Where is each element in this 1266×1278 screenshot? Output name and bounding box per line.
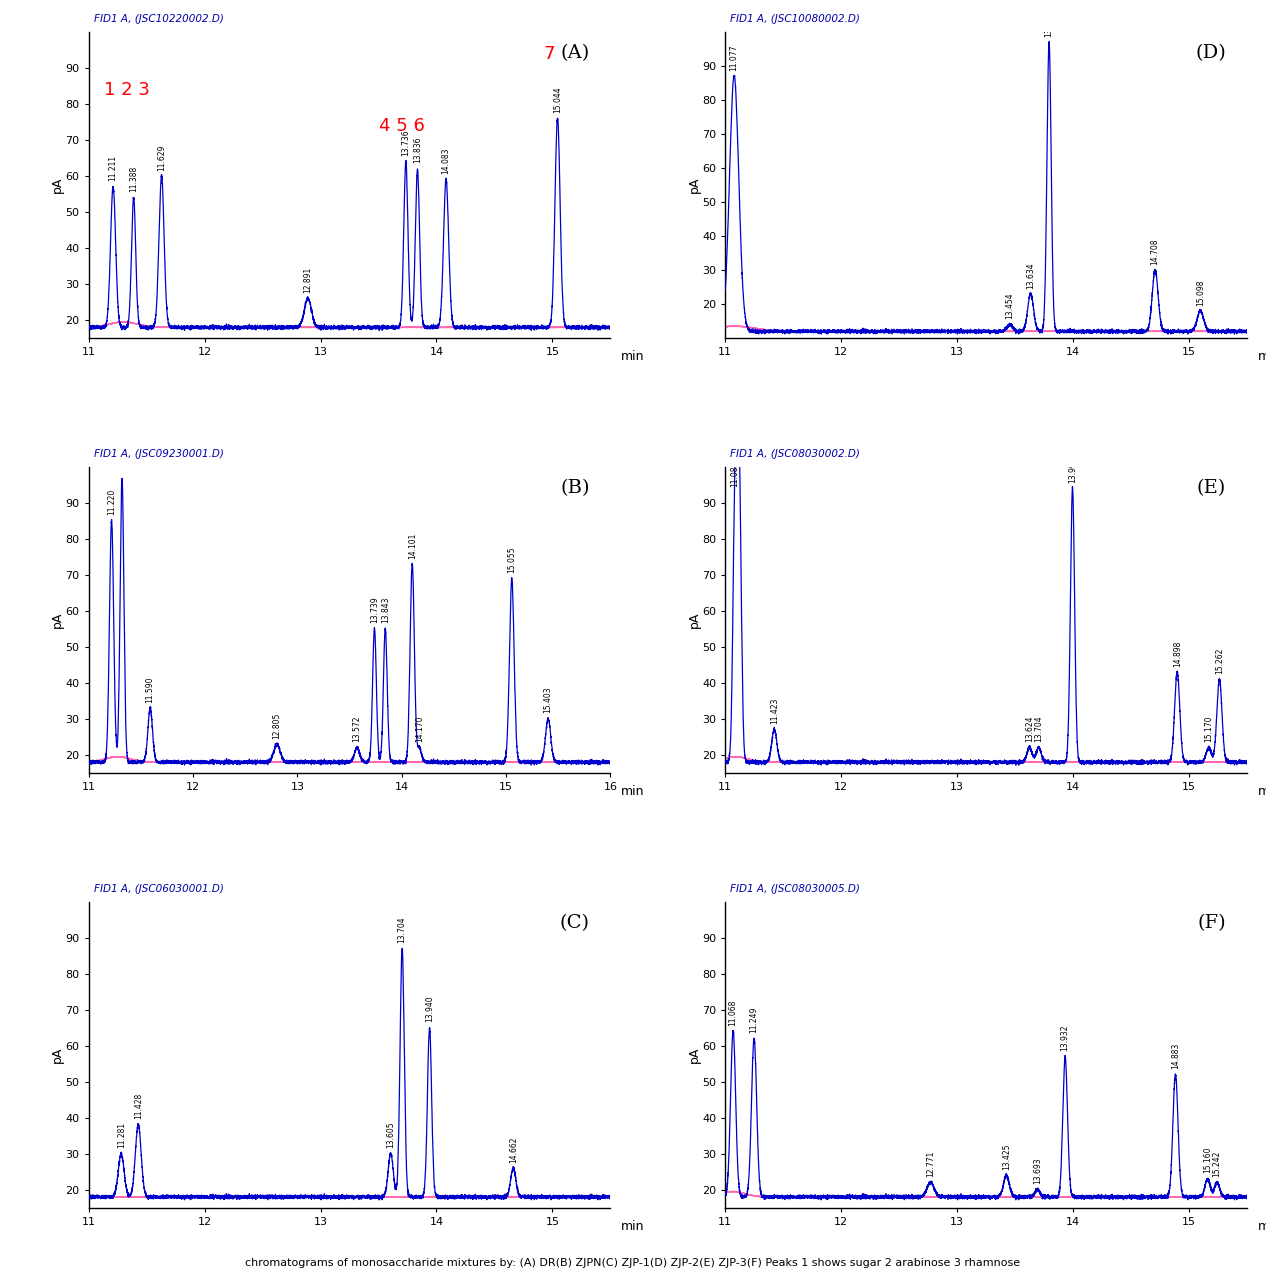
- Text: 4 5 6: 4 5 6: [379, 116, 424, 134]
- Text: 13.932: 13.932: [1061, 1025, 1070, 1051]
- Text: (A): (A): [561, 45, 590, 63]
- Text: 13.634: 13.634: [1027, 262, 1036, 289]
- Text: 13.836: 13.836: [413, 137, 422, 164]
- Text: 11.077: 11.077: [729, 45, 738, 72]
- Text: 7: 7: [543, 45, 555, 63]
- Text: 11.220: 11.220: [108, 489, 116, 515]
- Text: FID1 A, (JSC06030001.D): FID1 A, (JSC06030001.D): [94, 884, 224, 893]
- Y-axis label: pA: pA: [687, 176, 700, 193]
- Text: 11.590: 11.590: [146, 676, 154, 703]
- Text: 13.736: 13.736: [401, 129, 410, 156]
- Text: 12.771: 12.771: [925, 1150, 936, 1177]
- Text: min: min: [1257, 1220, 1266, 1233]
- Text: 11.249: 11.249: [749, 1007, 758, 1033]
- Text: 11.629: 11.629: [157, 144, 166, 171]
- Text: min: min: [620, 785, 644, 799]
- Text: 13.793: 13.793: [1044, 10, 1053, 37]
- Text: 13.940: 13.940: [425, 996, 434, 1022]
- Text: 15.403: 15.403: [543, 686, 553, 713]
- Text: 13.454: 13.454: [1005, 293, 1014, 320]
- Text: 14.662: 14.662: [509, 1136, 518, 1163]
- Text: 13.843: 13.843: [381, 597, 390, 624]
- Text: min: min: [1257, 785, 1266, 799]
- Text: (B): (B): [560, 479, 590, 497]
- Y-axis label: pA: pA: [51, 612, 65, 627]
- Text: chromatograms of monosaccharide mixtures by: (A) DR(B) ZJPN(C) ZJP-1(D) ZJP-2(E): chromatograms of monosaccharide mixtures…: [246, 1258, 1020, 1268]
- Text: 15.055: 15.055: [508, 547, 517, 573]
- Text: 1 2 3: 1 2 3: [104, 81, 149, 98]
- Text: 14.883: 14.883: [1171, 1043, 1180, 1068]
- Text: 15.170: 15.170: [1204, 716, 1213, 743]
- Text: 11.086: 11.086: [730, 460, 739, 487]
- Text: FID1 A, (JSC08030002.D): FID1 A, (JSC08030002.D): [730, 449, 861, 459]
- Text: 11.388: 11.388: [129, 166, 138, 192]
- Text: 15.160: 15.160: [1203, 1146, 1212, 1173]
- Text: 13.995: 13.995: [1069, 456, 1077, 483]
- Text: 13.704: 13.704: [398, 916, 406, 943]
- Text: (F): (F): [1198, 914, 1227, 932]
- Text: 11.423: 11.423: [770, 698, 779, 725]
- Text: FID1 A, (JSC10080002.D): FID1 A, (JSC10080002.D): [730, 14, 861, 24]
- Text: 13.693: 13.693: [1033, 1158, 1042, 1185]
- Text: FID1 A, (JSC10220002.D): FID1 A, (JSC10220002.D): [94, 14, 224, 24]
- Text: 14.170: 14.170: [415, 716, 424, 743]
- Y-axis label: pA: pA: [687, 1047, 700, 1063]
- Text: FID1 A, (JSC08030005.D): FID1 A, (JSC08030005.D): [730, 884, 861, 893]
- Text: 13.572: 13.572: [352, 716, 362, 743]
- Text: 13.739: 13.739: [370, 597, 379, 624]
- Text: 15.242: 15.242: [1213, 1150, 1222, 1177]
- Text: 11.281: 11.281: [116, 1122, 125, 1148]
- Text: 11.428: 11.428: [134, 1093, 143, 1120]
- Text: 11.211: 11.211: [109, 156, 118, 181]
- Text: min: min: [620, 350, 644, 363]
- Text: 13.624: 13.624: [1025, 716, 1034, 743]
- Y-axis label: pA: pA: [51, 176, 65, 193]
- Text: 13.704: 13.704: [1034, 716, 1043, 743]
- Text: min: min: [1257, 350, 1266, 363]
- Text: 12.805: 12.805: [272, 712, 281, 739]
- Text: (E): (E): [1196, 479, 1227, 497]
- Text: 15.262: 15.262: [1215, 648, 1224, 674]
- Y-axis label: pA: pA: [51, 1047, 65, 1063]
- Text: 14.898: 14.898: [1172, 640, 1181, 667]
- Text: 14.101: 14.101: [408, 532, 417, 558]
- Text: (C): (C): [560, 914, 590, 932]
- Text: 12.891: 12.891: [304, 267, 313, 293]
- Text: 13.425: 13.425: [1001, 1144, 1012, 1169]
- Text: min: min: [620, 1220, 644, 1233]
- Text: 14.708: 14.708: [1151, 239, 1160, 265]
- Text: 14.083: 14.083: [442, 148, 451, 174]
- Y-axis label: pA: pA: [687, 612, 700, 627]
- Text: (D): (D): [1195, 45, 1227, 63]
- Text: 15.098: 15.098: [1196, 280, 1205, 305]
- Text: 13.605: 13.605: [386, 1122, 395, 1148]
- Text: 11.068: 11.068: [729, 999, 738, 1026]
- Text: FID1 A, (JSC09230001.D): FID1 A, (JSC09230001.D): [94, 449, 224, 459]
- Text: 15.044: 15.044: [553, 87, 562, 112]
